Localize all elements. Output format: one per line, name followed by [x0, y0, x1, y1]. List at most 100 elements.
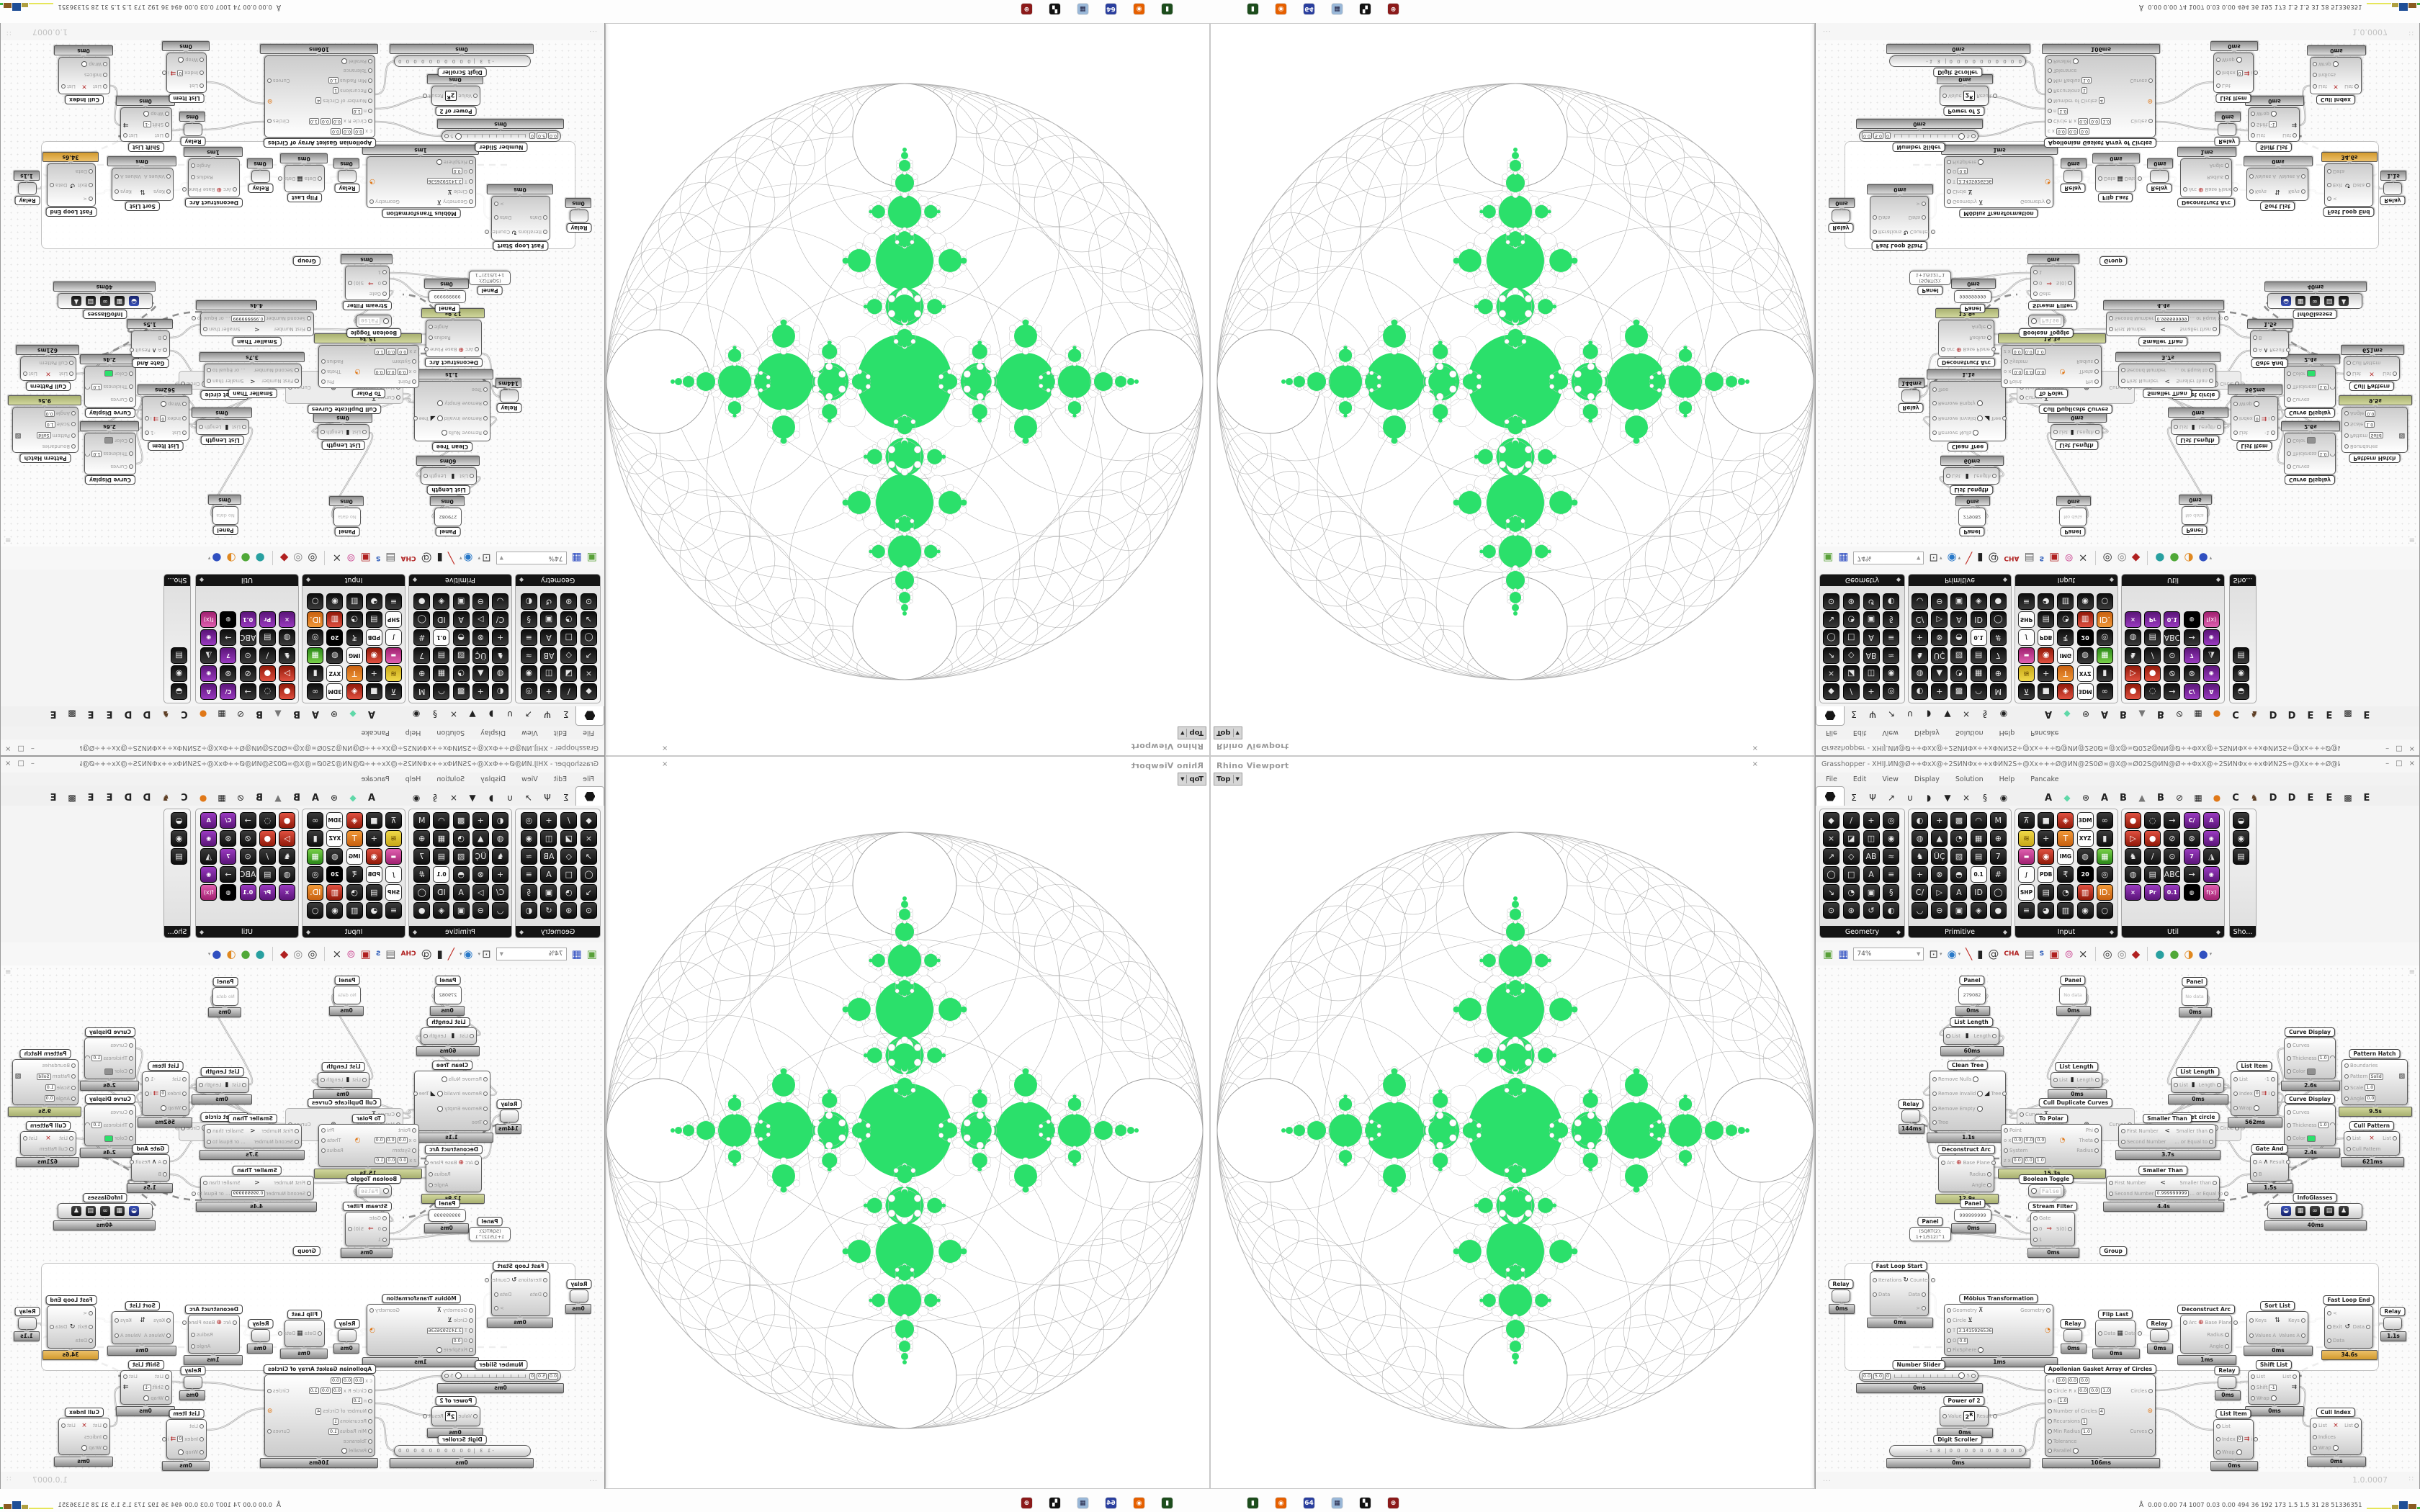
grasshopper-titlebar[interactable]: Grasshopper - XHĲ.ИN@Ø÷+ΦxX@÷2SИNΦx÷+xΦИ…: [1, 757, 604, 773]
component-icon[interactable]: ▣: [452, 902, 470, 919]
value-box[interactable]: 0.0: [2078, 117, 2089, 125]
node-label[interactable]: Flip Last: [287, 193, 323, 202]
component-icon[interactable]: Pr: [259, 611, 276, 628]
component-icon[interactable]: ABC: [2164, 866, 2181, 883]
taskbar-icon-rosette[interactable]: ⊛: [1021, 4, 1032, 14]
component-icon[interactable]: ▮: [307, 830, 324, 847]
component-icon[interactable]: ∫: [385, 629, 402, 646]
component-icon[interactable]: ⊕: [413, 665, 431, 682]
component-tab[interactable]: E: [50, 792, 57, 804]
menu-view[interactable]: View: [1882, 775, 1899, 783]
component-tab[interactable]: E: [106, 792, 113, 804]
component-icon[interactable]: ◉: [200, 830, 218, 847]
toolbar-icon[interactable]: ▣: [2049, 947, 2060, 960]
component-icon[interactable]: ◈: [346, 812, 363, 829]
component-tab[interactable]: E: [2307, 792, 2314, 804]
toolbar-icon[interactable]: ▣: [1823, 947, 1834, 960]
component-icon[interactable]: Pr: [2144, 884, 2161, 901]
scroller-digits[interactable]: 0 0 0 0 0 0 0 0 0 0: [1949, 1448, 2023, 1454]
component-icon[interactable]: ▦: [2096, 848, 2113, 865]
component-icon[interactable]: ◮: [200, 848, 218, 865]
window-button[interactable]: ×: [5, 744, 12, 752]
gh-node-number-slider[interactable]: 0.0 5.0 0 5: [442, 1370, 561, 1382]
taskbar-icon-floppy-64[interactable]: 64: [1106, 1498, 1116, 1508]
toggle-knob[interactable]: [178, 57, 184, 63]
component-icon[interactable]: ⊖: [472, 593, 489, 610]
node-label[interactable]: Smaller Than: [228, 389, 277, 398]
gh-node-power-of-2[interactable]: Value 2R Result: [1940, 86, 1991, 106]
taskbar-icon-firefox[interactable]: ◉: [1134, 1498, 1144, 1508]
toolbar-icon[interactable]: ▦: [1838, 552, 1849, 565]
toolbar-icon[interactable]: ◉: [1947, 948, 1960, 960]
gh-node-relay[interactable]: [2218, 1376, 2236, 1389]
node-label[interactable]: Möbius Transformation: [382, 209, 461, 218]
toolbar-icon[interactable]: ◑: [2184, 552, 2194, 565]
node-label[interactable]: Smaller Than: [233, 1166, 282, 1175]
value-box[interactable]: 0.0: [2012, 368, 2023, 375]
component-icon[interactable]: §: [1883, 611, 1900, 628]
toolbar-icon[interactable]: ▤: [385, 947, 396, 960]
gh-node-list-item[interactable]: List -1 Index 0 ⇉ i Wrap: [2231, 1071, 2278, 1116]
component-icon[interactable]: ▷: [472, 884, 489, 901]
component-icon[interactable]: ◔: [560, 884, 578, 901]
value-box[interactable]: 0.0: [2089, 1387, 2100, 1395]
node-label[interactable]: List Length: [2176, 436, 2219, 445]
component-icon[interactable]: →: [2183, 866, 2200, 883]
toggle-knob[interactable]: [2072, 1447, 2079, 1454]
component-icon[interactable]: M: [413, 683, 431, 700]
toggle-knob[interactable]: [1976, 400, 1983, 407]
node-label[interactable]: Power of 2: [435, 1396, 477, 1405]
component-icon[interactable]: A: [1950, 884, 1968, 901]
component-icon[interactable]: 3DM: [2076, 812, 2094, 829]
gh-node-relay[interactable]: [2150, 170, 2169, 183]
node-label[interactable]: InfoGlasses: [2293, 1193, 2337, 1202]
toggle-knob[interactable]: [436, 1346, 442, 1353]
gh-node-flip-last[interactable]: Data ▦ Data: [284, 165, 325, 192]
toolbar-icon[interactable]: ●: [2155, 947, 2165, 960]
gh-node-sort-list[interactable]: Keys ⇅ Keys Values A Values A: [2246, 168, 2308, 201]
toggle-knob[interactable]: [436, 1091, 443, 1097]
toolbar-icon[interactable]: ◑: [226, 552, 236, 565]
toolbar-icon[interactable]: S: [375, 950, 381, 958]
infoglasses-icon[interactable]: ∞: [2310, 1206, 2320, 1216]
component-tab[interactable]: ●: [199, 709, 207, 719]
component-tab[interactable]: ▲: [2138, 793, 2146, 803]
component-icon[interactable]: A: [452, 884, 470, 901]
gh-node-list-item[interactable]: List Index 0 ⇉ i Wrap: [166, 1419, 207, 1459]
node-label[interactable]: Relay: [2060, 1319, 2086, 1328]
component-tab[interactable]: E: [87, 708, 94, 720]
menu-file[interactable]: File: [1826, 729, 1837, 737]
component-icon[interactable]: ×: [1823, 665, 1839, 682]
toolbar-icon[interactable]: ◆: [2131, 947, 2141, 960]
gh-node-stream-filter[interactable]: Gate 0 ⇒ S(0) 1: [345, 266, 390, 300]
value-box[interactable]: -1: [2269, 121, 2277, 128]
node-label[interactable]: List Item: [169, 94, 205, 103]
value-box[interactable]: 0: [2254, 415, 2260, 422]
node-label[interactable]: Relay: [1828, 1279, 1854, 1289]
node-label[interactable]: List Item: [2236, 1061, 2272, 1071]
node-label[interactable]: Curve Display: [84, 408, 136, 418]
component-icon[interactable]: ⊙: [1823, 593, 1839, 610]
component-icon[interactable]: ⊗: [472, 629, 489, 646]
component-icon[interactable]: ◐: [1912, 812, 1928, 829]
taskbar-icon-terminal[interactable]: ▮: [1162, 4, 1173, 14]
component-icon[interactable]: ₹: [346, 866, 363, 883]
component-icon[interactable]: ⊙: [2164, 647, 2181, 664]
component-icon[interactable]: f(x): [2202, 611, 2220, 628]
toolbar-icon[interactable]: ⊡: [478, 552, 491, 565]
component-icon[interactable]: ▤: [259, 629, 276, 646]
gh-node-to-polar[interactable]: Point Phi o x 0.0 0.0 0.0 ◔ Theta System Radius z …: [318, 1124, 419, 1167]
node-label[interactable]: List Length: [201, 436, 244, 445]
component-icon[interactable]: ◔: [346, 611, 363, 628]
gh-node-cull-pattern[interactable]: List × List Cull Pattern: [20, 356, 76, 381]
component-icon[interactable]: ▥: [346, 902, 363, 919]
value-box[interactable]: 0: [2236, 1436, 2243, 1443]
node-label[interactable]: Number Slider: [475, 1360, 528, 1369]
component-icon[interactable]: ▮: [2096, 665, 2113, 682]
slider-track[interactable]: [1894, 1372, 1965, 1379]
component-icon[interactable]: M: [1989, 683, 2007, 700]
component-icon[interactable]: ⊙: [239, 848, 256, 865]
gh-node-clean-tree[interactable]: Remove Nulls Remove Invalid ◢ Tree Remove Em…: [1930, 381, 2006, 441]
menu-help[interactable]: Help: [1999, 729, 2015, 737]
node-label[interactable]: Relay: [14, 196, 40, 205]
